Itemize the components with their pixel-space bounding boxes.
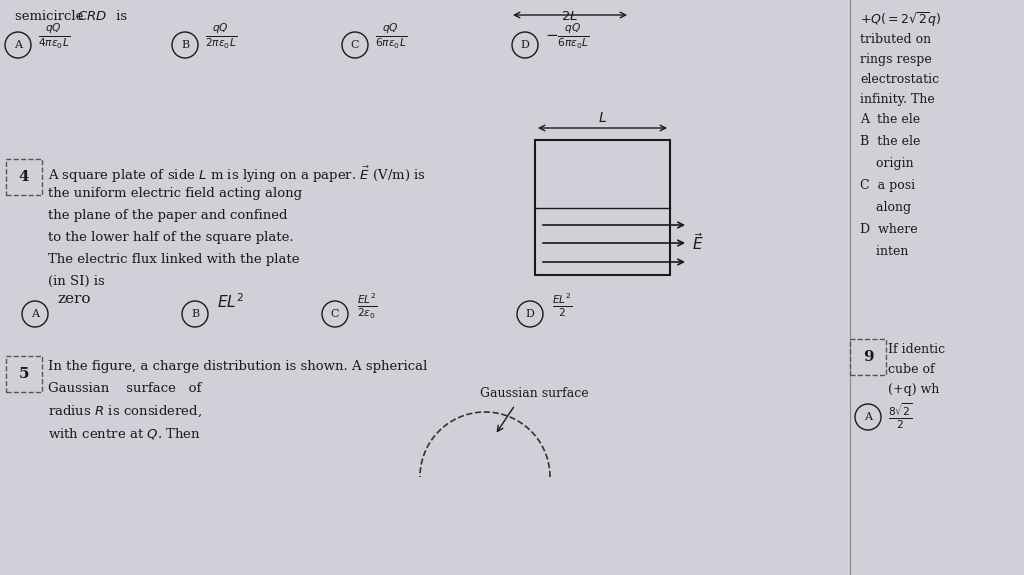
Text: rings respe: rings respe [860,53,932,66]
Text: B: B [190,309,199,319]
Text: Gaussian    surface   of: Gaussian surface of [48,382,202,395]
Text: A: A [14,40,22,50]
Text: D  where: D where [860,223,918,236]
Text: with centre at $Q$. Then: with centre at $Q$. Then [48,426,201,441]
Text: A  the ele: A the ele [860,113,921,126]
Text: D: D [520,40,529,50]
Text: $\frac{EL^2}{2\epsilon_0}$: $\frac{EL^2}{2\epsilon_0}$ [357,292,378,321]
Text: $EL^2$: $EL^2$ [217,292,244,311]
Text: $L$: $L$ [598,111,607,125]
Text: $\frac{EL^2}{2}$: $\frac{EL^2}{2}$ [552,292,572,320]
Text: (in SI) is: (in SI) is [48,275,104,288]
Text: infinity. The: infinity. The [860,93,935,106]
Text: If identic: If identic [888,343,945,356]
Text: the plane of the paper and confined: the plane of the paper and confined [48,209,288,222]
Text: $\frac{8\sqrt{2}}{2}$: $\frac{8\sqrt{2}}{2}$ [888,401,912,431]
Text: C: C [331,309,339,319]
Text: A square plate of side $L$ m is lying on a paper. $\vec{E}$ (V/m) is: A square plate of side $L$ m is lying on… [48,165,426,185]
Text: electrostatic: electrostatic [860,73,939,86]
Text: zero: zero [57,292,90,306]
Text: is: is [112,10,127,23]
Text: $+Q(= 2\sqrt{2}q)$: $+Q(= 2\sqrt{2}q)$ [860,10,941,29]
Text: 4: 4 [18,170,30,184]
Text: D: D [525,309,535,319]
Text: the uniform electric field acting along: the uniform electric field acting along [48,187,302,200]
Text: $CRD$: $CRD$ [77,10,108,23]
Text: along: along [860,201,911,214]
Text: B  the ele: B the ele [860,135,921,148]
Text: In the figure, a charge distribution is shown. A spherical: In the figure, a charge distribution is … [48,360,427,373]
Text: B: B [181,40,189,50]
Text: C: C [351,40,359,50]
Text: 5: 5 [18,367,30,381]
Text: $\frac{qQ}{4\pi\epsilon_0 L}$: $\frac{qQ}{4\pi\epsilon_0 L}$ [38,21,70,51]
Text: A: A [31,309,39,319]
Text: inten: inten [860,245,908,258]
Text: C  a posi: C a posi [860,179,915,192]
Text: Gaussian surface: Gaussian surface [480,387,589,400]
Text: radius $R$ is considered,: radius $R$ is considered, [48,404,202,420]
Bar [535,140,670,275]
Text: $\frac{qQ}{6\pi\epsilon_0 L}$: $\frac{qQ}{6\pi\epsilon_0 L}$ [375,21,407,51]
Text: to the lower half of the square plate.: to the lower half of the square plate. [48,231,294,244]
Text: tributed on: tributed on [860,33,931,46]
Text: cube of: cube of [888,363,935,376]
Text: $2L$: $2L$ [561,10,579,23]
Text: semicircle: semicircle [15,10,88,23]
Text: $\frac{qQ}{2\pi\epsilon_0 L}$: $\frac{qQ}{2\pi\epsilon_0 L}$ [205,21,237,51]
Text: $-\frac{qQ}{6\pi\epsilon_0 L}$: $-\frac{qQ}{6\pi\epsilon_0 L}$ [545,21,590,51]
Text: $\vec{E}$: $\vec{E}$ [692,232,703,254]
Text: The electric flux linked with the plate: The electric flux linked with the plate [48,253,299,266]
Text: origin: origin [860,157,913,170]
Text: (+q) wh: (+q) wh [888,383,939,396]
Text: A: A [864,412,872,422]
Text: 9: 9 [862,350,873,364]
